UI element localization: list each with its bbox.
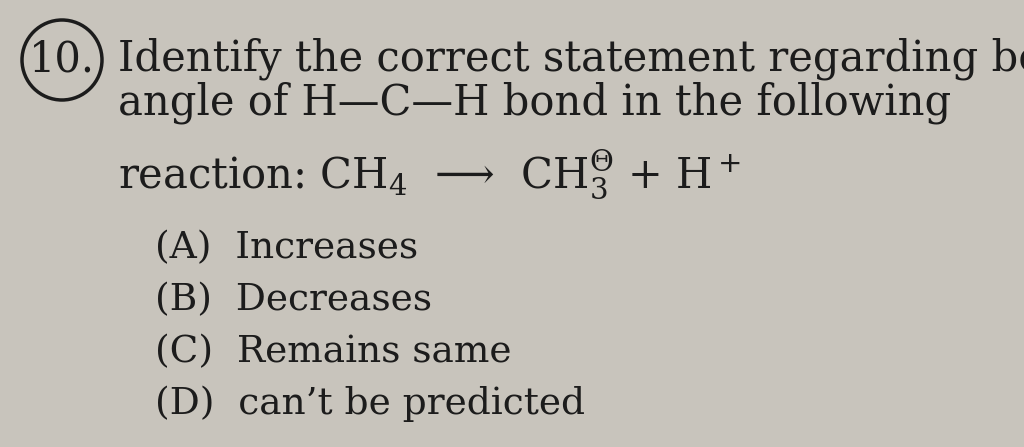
Text: 10.: 10.	[29, 39, 95, 81]
Text: Identify the correct statement regarding bond: Identify the correct statement regarding…	[118, 38, 1024, 80]
Text: (B)  Decreases: (B) Decreases	[155, 282, 432, 318]
Text: (C)  Remains same: (C) Remains same	[155, 334, 512, 370]
Text: (D)  can’t be predicted: (D) can’t be predicted	[155, 386, 585, 422]
Text: angle of H—C—H bond in the following: angle of H—C—H bond in the following	[118, 82, 951, 125]
Text: reaction: $\mathregular{CH_4}$  ⟶  $\mathregular{CH_3^{\Theta}}$ + H$^+$: reaction: $\mathregular{CH_4}$ ⟶ $\mathr…	[118, 148, 741, 202]
Text: (A)  Increases: (A) Increases	[155, 230, 418, 266]
